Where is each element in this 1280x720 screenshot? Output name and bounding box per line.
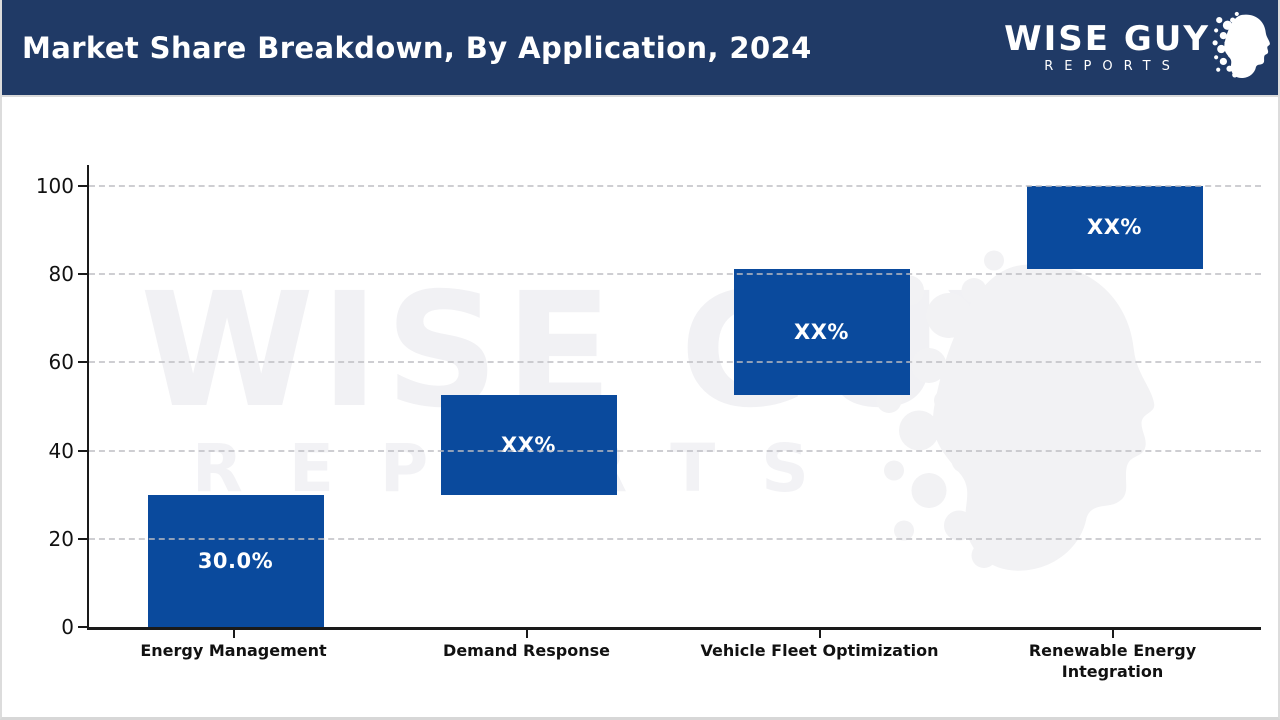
x-tick-mark xyxy=(818,630,821,638)
gridline-100 xyxy=(89,185,1261,187)
brand-logo: WISE GUY REPORTS xyxy=(1004,7,1278,89)
gridline-60 xyxy=(89,361,1261,364)
plot-frame: 30.0% XX% XX% XX% xyxy=(87,165,1261,630)
header-bar: Market Share Breakdown, By Application, … xyxy=(2,0,1278,97)
x-category-label: Demand Response xyxy=(443,641,610,660)
x-category-label: Energy Management xyxy=(140,641,327,660)
brand-logo-text: WISE GUY REPORTS xyxy=(1004,22,1210,73)
y-tick-label: 60 xyxy=(48,350,74,375)
bar-segment: XX% xyxy=(1026,186,1203,269)
x-category-label: Vehicle Fleet Optimization xyxy=(700,641,939,660)
brand-face-icon xyxy=(1212,11,1270,78)
x-category-label: Renewable Energy Integration xyxy=(1028,641,1197,681)
bar-value-label: XX% xyxy=(501,433,556,458)
x-tick-mark xyxy=(1111,630,1114,638)
bar-segment: XX% xyxy=(440,395,617,495)
x-tick-mark xyxy=(232,630,235,638)
bar-value-label: XX% xyxy=(1087,215,1142,240)
bar-segment: 30.0% xyxy=(147,494,324,627)
bar-value-label: 30.0% xyxy=(197,548,274,573)
y-tick-mark xyxy=(78,185,87,187)
gridline-20 xyxy=(89,537,1261,540)
bar-segment: XX% xyxy=(733,268,910,396)
y-tick-label: 80 xyxy=(48,262,74,287)
x-tick-mark xyxy=(525,630,528,638)
y-tick-mark xyxy=(78,626,87,628)
y-tick-label: 100 xyxy=(35,174,74,198)
brand-subname: REPORTS xyxy=(1044,59,1181,74)
y-tick-label: 0 xyxy=(61,615,74,639)
gridline-40 xyxy=(89,449,1261,452)
gridline-80 xyxy=(89,273,1261,276)
bar-value-label: XX% xyxy=(794,320,849,345)
y-tick-label: 40 xyxy=(48,438,74,463)
y-tick-mark xyxy=(78,273,87,276)
brand-name: WISE GUY xyxy=(1004,19,1210,59)
y-tick-mark xyxy=(78,449,87,452)
page-title: Market Share Breakdown, By Application, … xyxy=(22,30,812,65)
y-tick-mark xyxy=(78,361,87,364)
y-tick-mark xyxy=(78,537,87,540)
y-tick-label: 20 xyxy=(48,526,74,551)
